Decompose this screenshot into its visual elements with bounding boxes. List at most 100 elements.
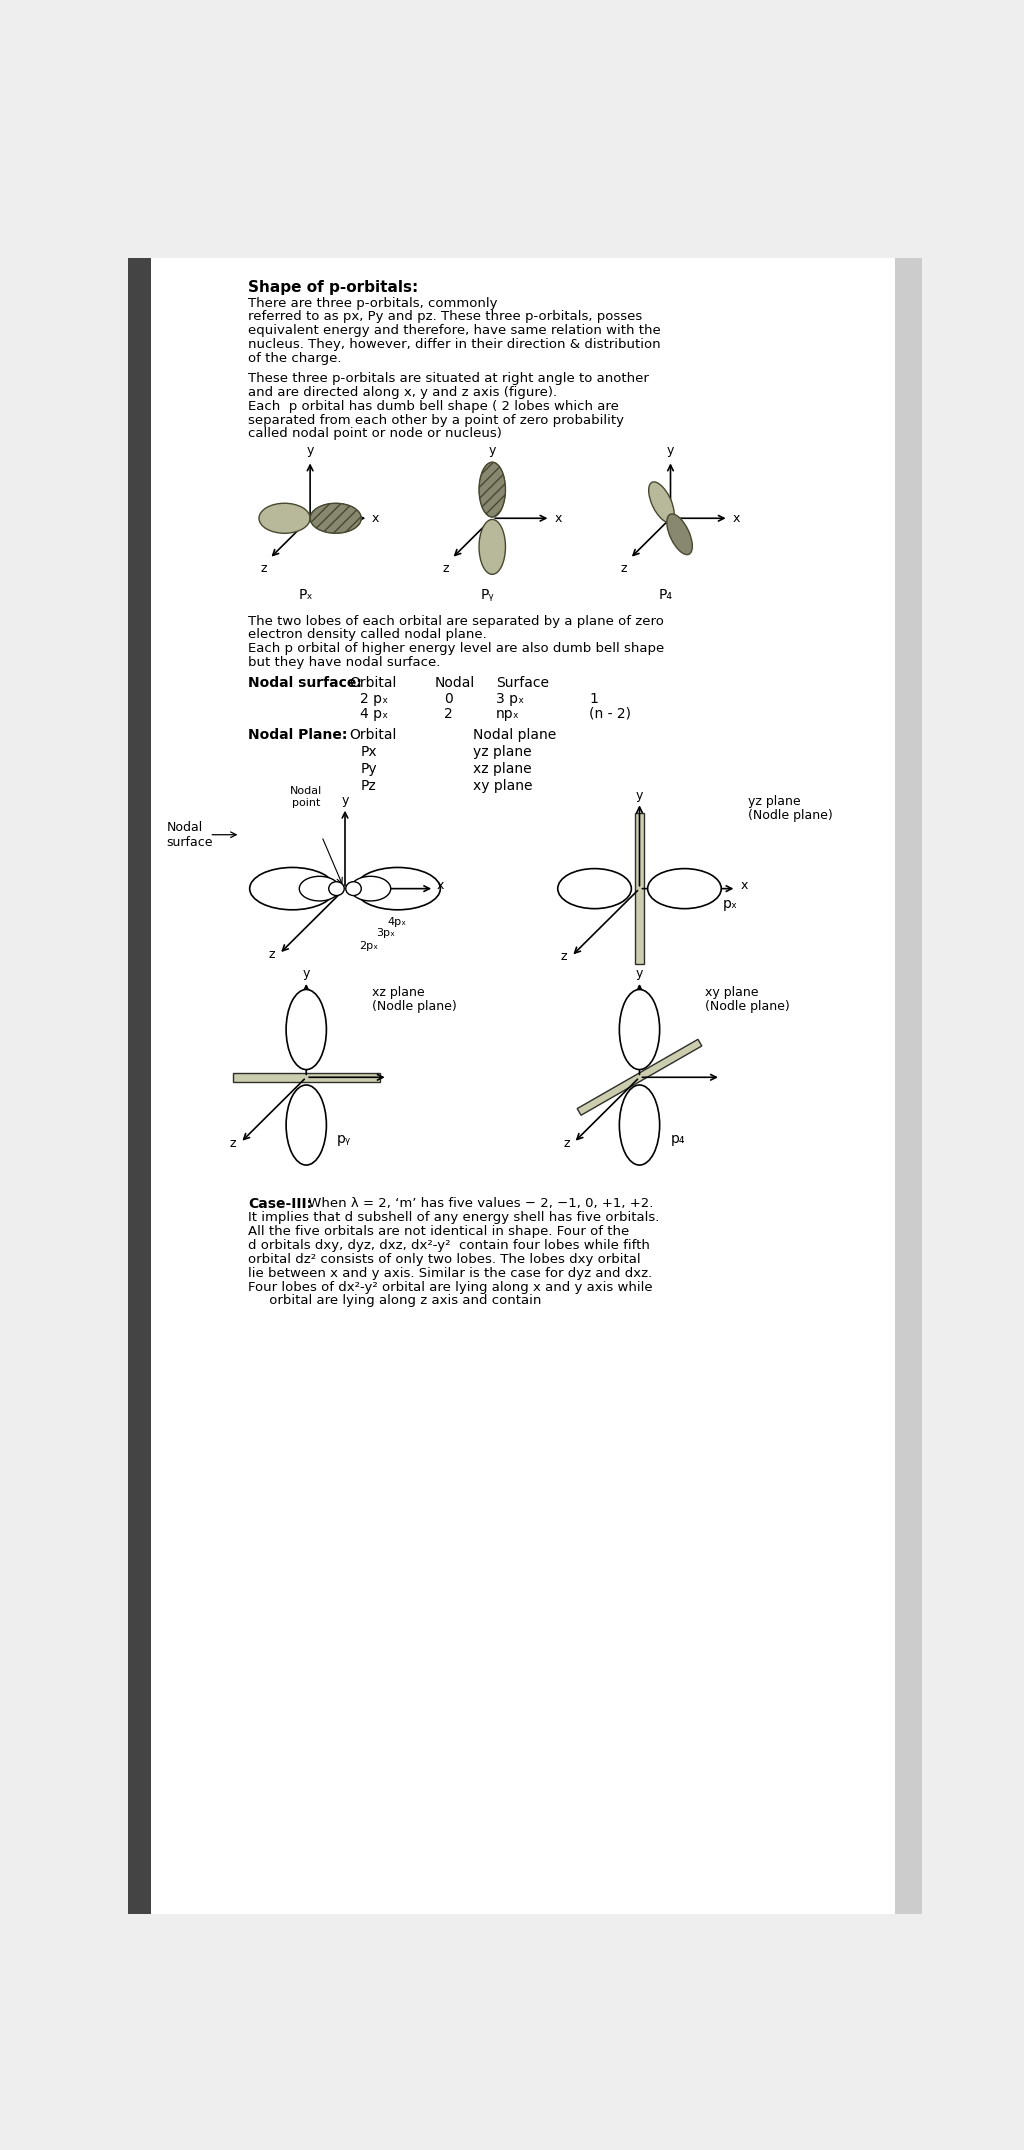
Ellipse shape (350, 877, 391, 901)
Text: yz plane: yz plane (748, 796, 801, 808)
Text: z: z (268, 948, 275, 961)
Bar (128, 258, 152, 1914)
Text: d orbitals dxy, dyz, dxz, dx²-y²  contain four lobes while fifth: d orbitals dxy, dyz, dxz, dx²-y² contain… (248, 1238, 650, 1251)
Text: 2pₓ: 2pₓ (359, 942, 378, 950)
Ellipse shape (648, 482, 674, 522)
Ellipse shape (259, 503, 310, 533)
Text: y: y (341, 793, 349, 806)
Text: Each p orbital of higher energy level are also dumb bell shape: Each p orbital of higher energy level ar… (248, 643, 665, 656)
Text: x: x (740, 879, 748, 892)
Text: xz plane: xz plane (372, 987, 425, 1000)
Text: xz plane: xz plane (473, 763, 531, 776)
Text: called nodal point or node or nucleus): called nodal point or node or nucleus) (248, 428, 502, 441)
Text: (Nodle plane): (Nodle plane) (372, 1000, 457, 1013)
Text: nucleus. They, however, differ in their direction & distribution: nucleus. They, however, differ in their … (248, 338, 660, 350)
Text: (n - 2): (n - 2) (589, 707, 631, 720)
Text: z: z (442, 561, 449, 574)
Text: x: x (554, 512, 561, 525)
Text: y: y (488, 443, 496, 456)
Text: but they have nodal surface.: but they have nodal surface. (248, 656, 440, 669)
Text: referred to as px, Py and pz. These three p-orbitals, posses: referred to as px, Py and pz. These thre… (248, 310, 642, 322)
Text: These three p-orbitals are situated at right angle to another: These three p-orbitals are situated at r… (248, 372, 649, 385)
Ellipse shape (620, 989, 659, 1069)
Text: y: y (306, 443, 313, 456)
Text: There are three p-orbitals, commonly: There are three p-orbitals, commonly (248, 297, 498, 310)
Text: Four lobes of dx²-y² orbital are lying along x and y axis while: Four lobes of dx²-y² orbital are lying a… (248, 1281, 652, 1294)
Polygon shape (578, 1038, 701, 1116)
Text: x: x (372, 512, 380, 525)
Text: Px: Px (360, 746, 377, 759)
Text: P₄: P₄ (658, 589, 673, 602)
Text: Nodal
surface: Nodal surface (167, 821, 213, 849)
Text: y: y (636, 968, 643, 980)
Text: Orbital: Orbital (349, 675, 396, 690)
Text: 2: 2 (444, 707, 453, 720)
Ellipse shape (647, 869, 721, 909)
Text: p₄: p₄ (671, 1131, 685, 1146)
Bar (872, 258, 922, 1914)
Text: Case-III:: Case-III: (248, 1198, 312, 1210)
Text: z: z (230, 1137, 237, 1150)
Text: of the charge.: of the charge. (248, 353, 342, 366)
Text: and are directed along x, y and z axis (figure).: and are directed along x, y and z axis (… (248, 385, 557, 398)
Text: Each  p orbital has dumb bell shape ( 2 lobes which are: Each p orbital has dumb bell shape ( 2 l… (248, 400, 618, 413)
Text: It implies that d subshell of any energy shell has five orbitals.: It implies that d subshell of any energy… (248, 1210, 659, 1223)
Text: Pᵧ: Pᵧ (480, 589, 495, 602)
Text: equivalent energy and therefore, have same relation with the: equivalent energy and therefore, have sa… (248, 325, 660, 338)
Text: xy plane: xy plane (706, 987, 759, 1000)
Text: Surface: Surface (496, 675, 549, 690)
Text: yz plane: yz plane (473, 746, 531, 759)
Bar (232, 1073, 380, 1081)
Ellipse shape (620, 1086, 659, 1165)
Text: All the five orbitals are not identical in shape. Four of the: All the five orbitals are not identical … (248, 1226, 630, 1238)
Text: 1: 1 (589, 692, 598, 705)
Ellipse shape (329, 882, 344, 897)
Text: z: z (563, 1137, 569, 1150)
Text: Pz: Pz (360, 778, 376, 793)
Text: orbital dz² consists of only two lobes. The lobes dxy orbital: orbital dz² consists of only two lobes. … (248, 1253, 641, 1266)
Text: When λ = 2, ‘m’ has five values − 2, −1, 0, +1, +2.: When λ = 2, ‘m’ has five values − 2, −1,… (304, 1198, 653, 1210)
Ellipse shape (346, 882, 361, 897)
Text: electron density called nodal plane.: electron density called nodal plane. (248, 628, 486, 641)
Text: y: y (667, 443, 674, 456)
Text: Nodal Plane:: Nodal Plane: (248, 729, 347, 742)
Text: Nodal
point: Nodal point (290, 787, 323, 808)
Text: Nodal: Nodal (434, 675, 474, 690)
Text: Orbital: Orbital (349, 729, 396, 742)
Text: separated from each other by a point of zero probability: separated from each other by a point of … (248, 413, 624, 426)
Text: y: y (302, 968, 310, 980)
Text: lie between x and y axis. Similar is the case for dyz and dxz.: lie between x and y axis. Similar is the… (248, 1266, 652, 1279)
Text: x: x (732, 512, 740, 525)
Text: y: y (636, 789, 643, 802)
Ellipse shape (479, 462, 506, 516)
Text: (Nodle plane): (Nodle plane) (748, 808, 833, 821)
Bar (635, 813, 644, 963)
Ellipse shape (479, 520, 506, 574)
Text: Nodal plane: Nodal plane (473, 729, 556, 742)
Text: z: z (561, 950, 567, 963)
Ellipse shape (310, 503, 361, 533)
Text: Pₓ: Pₓ (299, 589, 313, 602)
Text: xy plane: xy plane (473, 778, 532, 793)
Text: 3pₓ: 3pₓ (376, 929, 395, 937)
Text: pᵧ: pᵧ (337, 1131, 351, 1146)
Text: Py: Py (360, 763, 377, 776)
Ellipse shape (286, 1086, 327, 1165)
Text: npₓ: npₓ (496, 707, 520, 720)
Ellipse shape (299, 877, 340, 901)
Text: 4pₓ: 4pₓ (388, 916, 407, 927)
Text: z: z (260, 561, 266, 574)
Text: 4 pₓ: 4 pₓ (360, 707, 389, 720)
Text: x: x (436, 879, 443, 892)
Ellipse shape (558, 869, 632, 909)
Text: 0: 0 (444, 692, 453, 705)
Text: 2 pₓ: 2 pₓ (360, 692, 389, 705)
Ellipse shape (286, 989, 327, 1069)
Text: 3 pₓ: 3 pₓ (496, 692, 524, 705)
Text: (Nodle plane): (Nodle plane) (706, 1000, 791, 1013)
Text: orbital are lying along z axis and contain: orbital are lying along z axis and conta… (248, 1294, 542, 1307)
Text: Shape of p-orbitals:: Shape of p-orbitals: (248, 280, 419, 295)
Text: z: z (621, 561, 627, 574)
Ellipse shape (667, 514, 692, 555)
Text: pₓ: pₓ (723, 897, 738, 912)
